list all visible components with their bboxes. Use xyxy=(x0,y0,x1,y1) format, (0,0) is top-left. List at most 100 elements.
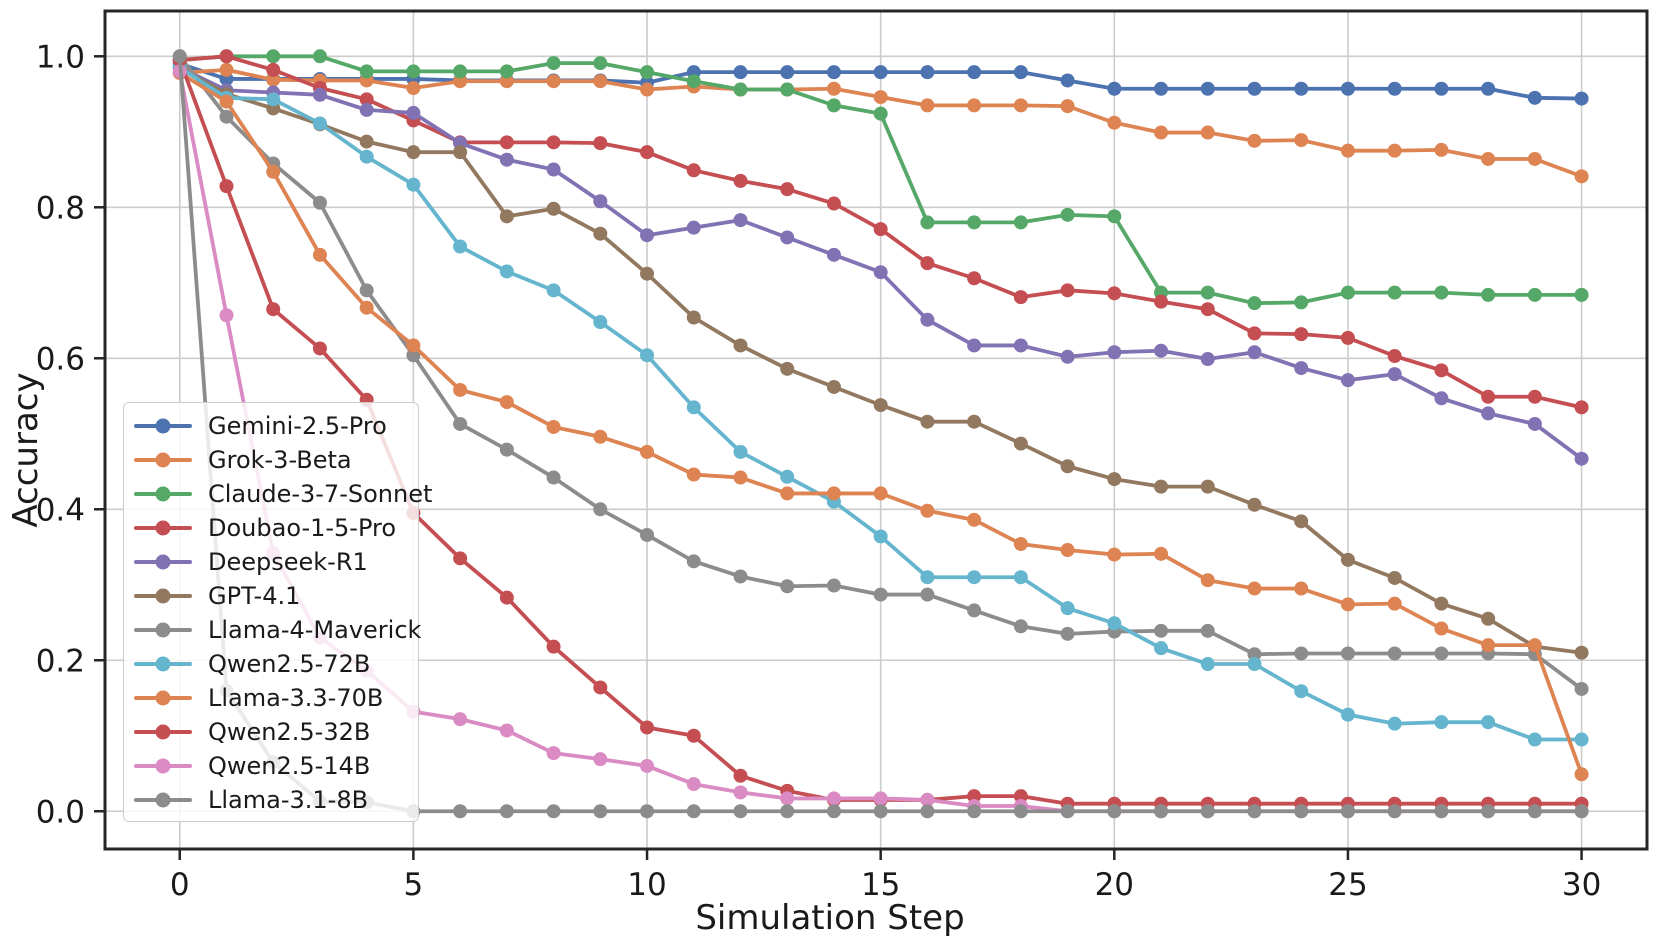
data-point-marker xyxy=(1200,81,1215,96)
data-point-marker xyxy=(1294,514,1309,529)
data-point-marker xyxy=(1294,133,1309,148)
data-point-marker xyxy=(967,338,982,353)
data-point-marker xyxy=(499,74,514,89)
data-point-marker xyxy=(1574,91,1589,106)
data-point-marker xyxy=(219,179,234,194)
data-point-marker xyxy=(873,587,888,602)
data-point-marker xyxy=(967,98,982,113)
data-point-marker xyxy=(640,348,655,363)
data-point-marker xyxy=(780,469,795,484)
data-point-marker xyxy=(1434,596,1449,611)
data-point-marker xyxy=(593,136,608,151)
data-point-marker xyxy=(1013,65,1028,80)
data-point-marker xyxy=(686,804,701,819)
data-point-marker xyxy=(499,590,514,605)
data-point-marker xyxy=(593,429,608,444)
x-tick-label: 0 xyxy=(170,867,190,903)
data-point-marker xyxy=(1200,285,1215,300)
data-point-marker xyxy=(873,804,888,819)
data-point-marker xyxy=(1340,373,1355,388)
data-point-marker xyxy=(359,64,374,79)
data-point-marker xyxy=(546,162,561,177)
legend-label: Qwen2.5-32B xyxy=(208,718,371,746)
data-point-marker xyxy=(920,65,935,80)
data-point-marker xyxy=(1107,616,1122,631)
data-point-marker xyxy=(826,65,841,80)
data-point-marker xyxy=(920,587,935,602)
data-point-marker xyxy=(967,570,982,585)
legend-label: Llama-4-Maverick xyxy=(208,616,422,644)
data-point-marker xyxy=(1154,294,1169,309)
data-point-marker xyxy=(1294,81,1309,96)
legend-line-marker-icon xyxy=(134,520,192,536)
data-point-marker xyxy=(873,265,888,280)
data-point-marker xyxy=(1247,345,1262,360)
data-point-marker xyxy=(219,62,234,77)
data-point-marker xyxy=(1013,804,1028,819)
data-point-marker xyxy=(1481,81,1496,96)
data-point-marker xyxy=(686,220,701,235)
data-point-marker xyxy=(1527,90,1542,105)
data-point-marker xyxy=(499,152,514,167)
y-tick-label: 0.0 xyxy=(36,794,85,830)
data-point-marker xyxy=(1481,287,1496,302)
data-point-marker xyxy=(1060,207,1075,222)
data-point-marker xyxy=(1200,573,1215,588)
axes-frame xyxy=(103,9,1649,851)
data-point-marker xyxy=(1574,169,1589,184)
data-point-marker xyxy=(640,758,655,773)
data-point-marker xyxy=(406,105,421,120)
data-point-marker xyxy=(686,728,701,743)
data-point-marker xyxy=(546,135,561,150)
data-point-marker xyxy=(546,746,561,761)
data-point-marker xyxy=(1387,596,1402,611)
data-point-marker xyxy=(219,49,234,64)
data-point-marker xyxy=(873,529,888,544)
data-point-marker xyxy=(1340,707,1355,722)
data-point-marker xyxy=(593,315,608,330)
data-point-marker xyxy=(920,98,935,113)
data-point-marker xyxy=(1013,338,1028,353)
data-point-marker xyxy=(1481,389,1496,404)
data-point-marker xyxy=(1294,646,1309,661)
data-point-marker xyxy=(1200,125,1215,140)
legend-label: Grok-3-Beta xyxy=(208,446,352,474)
legend-item-qwen2-5-14b: Qwen2.5-14B xyxy=(134,751,418,781)
data-point-marker xyxy=(1527,389,1542,404)
data-point-marker xyxy=(967,65,982,80)
data-point-marker xyxy=(873,222,888,237)
x-axis-label: Simulation Step xyxy=(695,898,965,938)
data-point-marker xyxy=(920,570,935,585)
data-point-marker xyxy=(686,74,701,89)
data-point-marker xyxy=(359,149,374,164)
data-point-marker xyxy=(826,247,841,262)
data-point-marker xyxy=(593,680,608,695)
data-point-marker xyxy=(1154,81,1169,96)
data-point-marker xyxy=(266,49,281,64)
legend-box: Gemini-2.5-Pro Grok-3-Beta Claude-3-7-So… xyxy=(123,402,432,822)
data-point-marker xyxy=(1481,638,1496,653)
series-Deepseek-R1 xyxy=(172,60,1589,466)
data-point-marker xyxy=(359,102,374,117)
data-point-marker xyxy=(1574,400,1589,415)
data-point-marker xyxy=(640,720,655,735)
data-point-marker xyxy=(640,65,655,80)
data-point-marker xyxy=(733,82,748,97)
data-point-marker xyxy=(1060,543,1075,558)
data-point-marker xyxy=(780,230,795,245)
data-point-marker xyxy=(967,271,982,286)
legend-item-llama-4-maverick: Llama-4-Maverick xyxy=(134,615,422,645)
data-point-marker xyxy=(1434,363,1449,378)
data-point-marker xyxy=(920,256,935,271)
data-point-marker xyxy=(1107,209,1122,224)
data-point-marker xyxy=(1294,684,1309,699)
data-point-marker xyxy=(1247,497,1262,512)
data-point-marker xyxy=(546,283,561,298)
legend-item-llama-3-1-8b: Llama-3.1-8B xyxy=(134,785,418,815)
data-point-marker xyxy=(1387,716,1402,731)
data-point-marker xyxy=(406,64,421,79)
data-point-marker xyxy=(1060,626,1075,641)
data-point-marker xyxy=(593,74,608,89)
data-point-marker xyxy=(453,416,468,431)
legend-line-marker-icon xyxy=(134,452,192,468)
